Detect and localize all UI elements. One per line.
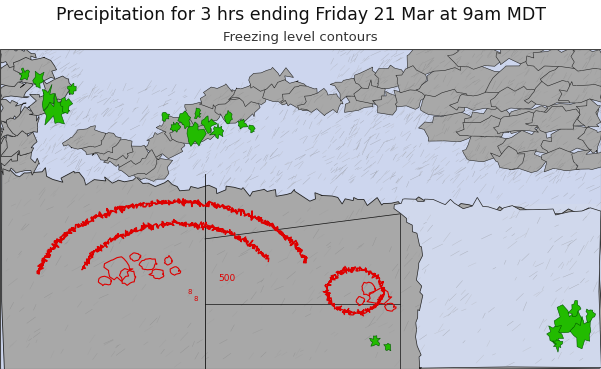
- Polygon shape: [130, 154, 172, 182]
- Polygon shape: [32, 71, 44, 89]
- Polygon shape: [578, 127, 601, 155]
- Polygon shape: [13, 57, 56, 85]
- Polygon shape: [493, 111, 544, 134]
- Polygon shape: [0, 80, 33, 103]
- Text: 8: 8: [188, 289, 192, 295]
- Polygon shape: [568, 300, 581, 317]
- Polygon shape: [263, 80, 308, 105]
- Polygon shape: [7, 106, 39, 136]
- Text: Freezing level contours: Freezing level contours: [223, 31, 378, 45]
- Polygon shape: [187, 122, 206, 146]
- Polygon shape: [195, 108, 201, 119]
- Polygon shape: [0, 118, 22, 142]
- Polygon shape: [418, 111, 478, 142]
- Polygon shape: [554, 305, 583, 333]
- Polygon shape: [490, 146, 525, 169]
- Polygon shape: [182, 96, 227, 127]
- Polygon shape: [200, 84, 243, 110]
- Polygon shape: [396, 66, 427, 93]
- Polygon shape: [572, 149, 601, 169]
- Polygon shape: [201, 116, 217, 134]
- Polygon shape: [407, 46, 465, 75]
- Polygon shape: [0, 166, 601, 369]
- Polygon shape: [464, 104, 519, 138]
- Polygon shape: [117, 149, 159, 177]
- Polygon shape: [420, 89, 470, 116]
- Polygon shape: [450, 92, 505, 110]
- Polygon shape: [525, 106, 580, 133]
- Polygon shape: [448, 45, 503, 69]
- Polygon shape: [547, 325, 564, 345]
- Polygon shape: [526, 48, 581, 71]
- Polygon shape: [456, 115, 508, 137]
- Polygon shape: [507, 150, 546, 173]
- Polygon shape: [0, 137, 23, 166]
- Polygon shape: [281, 86, 326, 111]
- Polygon shape: [503, 106, 558, 134]
- Text: Precipitation for 3 hrs ending Friday 21 Mar at 9am MDT: Precipitation for 3 hrs ending Friday 21…: [55, 6, 546, 24]
- Polygon shape: [228, 83, 276, 107]
- Polygon shape: [462, 135, 516, 162]
- Polygon shape: [570, 316, 591, 349]
- Polygon shape: [370, 336, 380, 346]
- Polygon shape: [169, 117, 215, 144]
- Polygon shape: [42, 76, 72, 103]
- Polygon shape: [538, 99, 599, 131]
- Polygon shape: [576, 96, 601, 132]
- Polygon shape: [156, 110, 200, 141]
- Polygon shape: [249, 68, 293, 91]
- Polygon shape: [60, 97, 73, 114]
- Polygon shape: [297, 89, 343, 116]
- Polygon shape: [374, 65, 405, 90]
- Polygon shape: [78, 132, 121, 155]
- Polygon shape: [67, 83, 76, 94]
- Polygon shape: [92, 135, 133, 161]
- Polygon shape: [0, 46, 36, 68]
- Polygon shape: [540, 61, 601, 100]
- Polygon shape: [498, 126, 557, 157]
- Polygon shape: [586, 309, 596, 323]
- Polygon shape: [394, 85, 424, 109]
- Polygon shape: [558, 82, 601, 103]
- Polygon shape: [490, 86, 539, 112]
- Polygon shape: [28, 94, 64, 115]
- Polygon shape: [355, 67, 380, 94]
- Polygon shape: [224, 110, 233, 124]
- Polygon shape: [330, 78, 364, 101]
- Polygon shape: [552, 339, 563, 352]
- Polygon shape: [162, 112, 169, 121]
- Polygon shape: [0, 131, 40, 175]
- Polygon shape: [496, 47, 546, 65]
- Polygon shape: [541, 125, 597, 156]
- Polygon shape: [0, 62, 31, 86]
- Polygon shape: [571, 48, 601, 71]
- Polygon shape: [383, 343, 391, 351]
- Polygon shape: [142, 130, 185, 162]
- Text: 8: 8: [194, 296, 198, 302]
- Polygon shape: [1, 128, 37, 156]
- Bar: [405, 204, 601, 369]
- Polygon shape: [394, 197, 601, 369]
- Polygon shape: [42, 85, 54, 111]
- Polygon shape: [209, 123, 224, 139]
- Polygon shape: [103, 144, 148, 167]
- Polygon shape: [0, 99, 26, 122]
- Polygon shape: [485, 57, 576, 106]
- Polygon shape: [170, 122, 181, 132]
- Polygon shape: [19, 68, 29, 80]
- Polygon shape: [249, 125, 255, 133]
- Polygon shape: [215, 99, 260, 123]
- Polygon shape: [63, 126, 106, 149]
- Polygon shape: [373, 91, 404, 115]
- Polygon shape: [344, 89, 379, 113]
- Text: 500: 500: [218, 274, 235, 283]
- Polygon shape: [238, 119, 248, 129]
- Polygon shape: [354, 80, 385, 104]
- Polygon shape: [524, 80, 575, 107]
- Polygon shape: [44, 93, 70, 125]
- Polygon shape: [178, 111, 191, 129]
- Polygon shape: [412, 60, 511, 109]
- Polygon shape: [542, 148, 581, 172]
